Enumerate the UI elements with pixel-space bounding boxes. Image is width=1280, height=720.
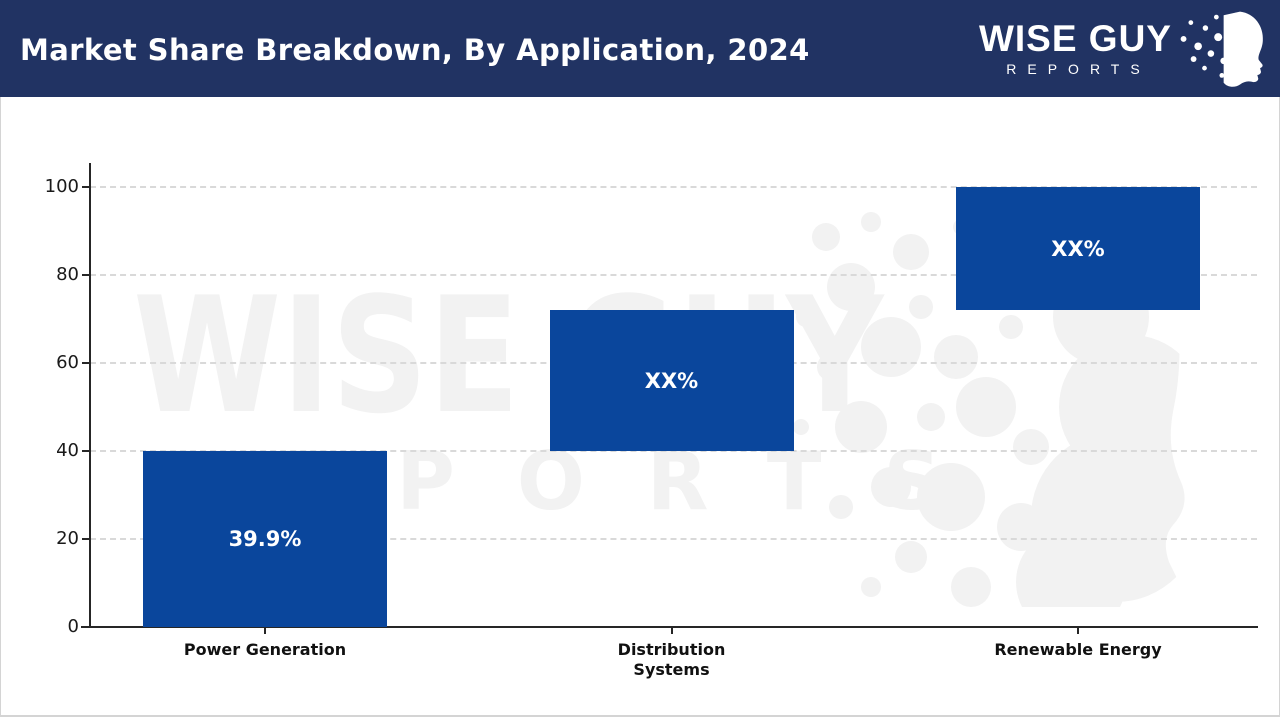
x-axis-category-label: Distribution Systems bbox=[617, 640, 726, 679]
wiseguy-logo-name: WISE GUY bbox=[978, 18, 1172, 59]
bar-segment bbox=[549, 310, 794, 451]
gridline bbox=[90, 450, 1257, 452]
bar-value-label: XX% bbox=[1051, 236, 1105, 261]
bar-value-label: XX% bbox=[644, 368, 699, 393]
y-axis-tick-label: 80 bbox=[56, 264, 79, 285]
y-axis-tick-label: 100 bbox=[44, 176, 79, 197]
page-title: Market Share Breakdown, By Application, … bbox=[20, 33, 810, 67]
x-axis-category-label: Power Generation bbox=[183, 640, 347, 659]
gridline bbox=[90, 186, 1257, 188]
y-axis-line bbox=[89, 163, 91, 628]
y-axis-tick bbox=[82, 362, 90, 364]
plot-area: 0 20 40 60 80 100 39.9% Power Generation XX% Dist… bbox=[1, 97, 1279, 715]
wiseguy-face-logo-icon bbox=[1180, 11, 1263, 87]
y-axis-tick-label: 40 bbox=[56, 440, 79, 461]
x-axis-line bbox=[81, 626, 1258, 628]
y-axis-tick-label: 60 bbox=[56, 352, 79, 373]
header-bar: Market Share Breakdown, By Application, … bbox=[0, 0, 1280, 97]
wiseguy-logo: WISE GUY REPORTS bbox=[979, 8, 1266, 90]
x-axis-tick bbox=[1077, 628, 1079, 634]
y-axis-tick bbox=[82, 450, 90, 452]
y-axis-tick-label: 20 bbox=[56, 528, 79, 549]
x-axis-tick bbox=[264, 628, 266, 634]
x-axis-tick bbox=[670, 628, 673, 634]
gridline bbox=[90, 538, 1257, 540]
y-axis-tick bbox=[82, 274, 90, 276]
wiseguy-logo-tagline: REPORTS bbox=[1006, 61, 1151, 77]
bar-segment bbox=[143, 451, 387, 627]
gridline bbox=[90, 274, 1257, 276]
x-axis-category-label: Renewable Energy bbox=[994, 640, 1162, 659]
y-axis-tick bbox=[82, 186, 90, 188]
bar-value-label: 39.9% bbox=[228, 527, 302, 552]
y-axis-tick bbox=[82, 538, 90, 540]
bar-segment bbox=[956, 187, 1200, 311]
wiseguy-logo-text: WISE GUY REPORTS bbox=[979, 20, 1172, 78]
chart-card: WISE GUY REPORTS 0 20 40 bbox=[0, 97, 1280, 717]
y-axis-tick-label: 0 bbox=[67, 616, 79, 637]
